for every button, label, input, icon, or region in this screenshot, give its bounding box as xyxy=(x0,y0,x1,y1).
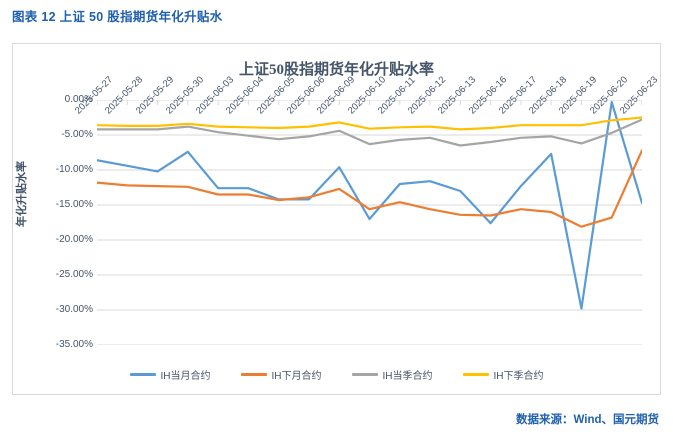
legend-swatch xyxy=(129,373,156,376)
gridlines xyxy=(97,100,642,345)
legend-swatch xyxy=(351,373,378,376)
legend-label: IH当季合约 xyxy=(382,371,433,382)
data-series-group xyxy=(97,100,642,310)
legend-item-1[interactable]: IH下月合约 xyxy=(240,367,322,382)
legend-label: IH下月合约 xyxy=(271,371,322,382)
chart-plot-svg xyxy=(97,100,642,345)
series-line-0 xyxy=(97,100,642,310)
chart-legend: IH当月合约 IH下月合约 IH当季合约 IH下季合约 xyxy=(13,367,660,382)
series-line-1 xyxy=(97,149,642,228)
series-line-2 xyxy=(97,118,642,147)
legend-label: IH下季合约 xyxy=(493,371,544,382)
y-axis-ticks: 0.00% -5.00% -10.00% -15.00% -20.00% -25.00% -… xyxy=(27,95,93,350)
y-tick-label: -20.00% xyxy=(55,234,93,245)
y-tick-label: -30.00% xyxy=(55,304,93,315)
source-note: 数据来源：Wind、国元期货 xyxy=(516,414,659,426)
chart-container: 上证50股指期货年化升贴水率 年化升贴水率 0.00% -5.00% -10.00%… xyxy=(12,43,661,395)
plot-area xyxy=(97,100,642,345)
y-tick-label: -5.00% xyxy=(61,129,93,140)
legend-item-0[interactable]: IH当月合约 xyxy=(129,367,211,382)
chart-title: 上证50股指期货年化升贴水率 xyxy=(238,62,434,78)
axis-tick-marks xyxy=(97,100,642,105)
y-tick-label: -35.00% xyxy=(55,339,93,350)
legend-swatch xyxy=(240,373,267,376)
legend-swatch xyxy=(462,373,489,376)
y-tick-label: -10.00% xyxy=(55,164,93,175)
y-tick-label: -25.00% xyxy=(55,269,93,280)
y-tick-label: -15.00% xyxy=(55,199,93,210)
figure-caption: 图表 12 上证 50 股指期货年化升贴水 xyxy=(12,10,223,24)
y-tick-label: 0.00% xyxy=(64,94,93,105)
legend-item-3[interactable]: IH下季合约 xyxy=(462,367,544,382)
legend-item-2[interactable]: IH当季合约 xyxy=(351,367,433,382)
series-line-3 xyxy=(97,116,642,131)
legend-label: IH当月合约 xyxy=(160,371,211,382)
